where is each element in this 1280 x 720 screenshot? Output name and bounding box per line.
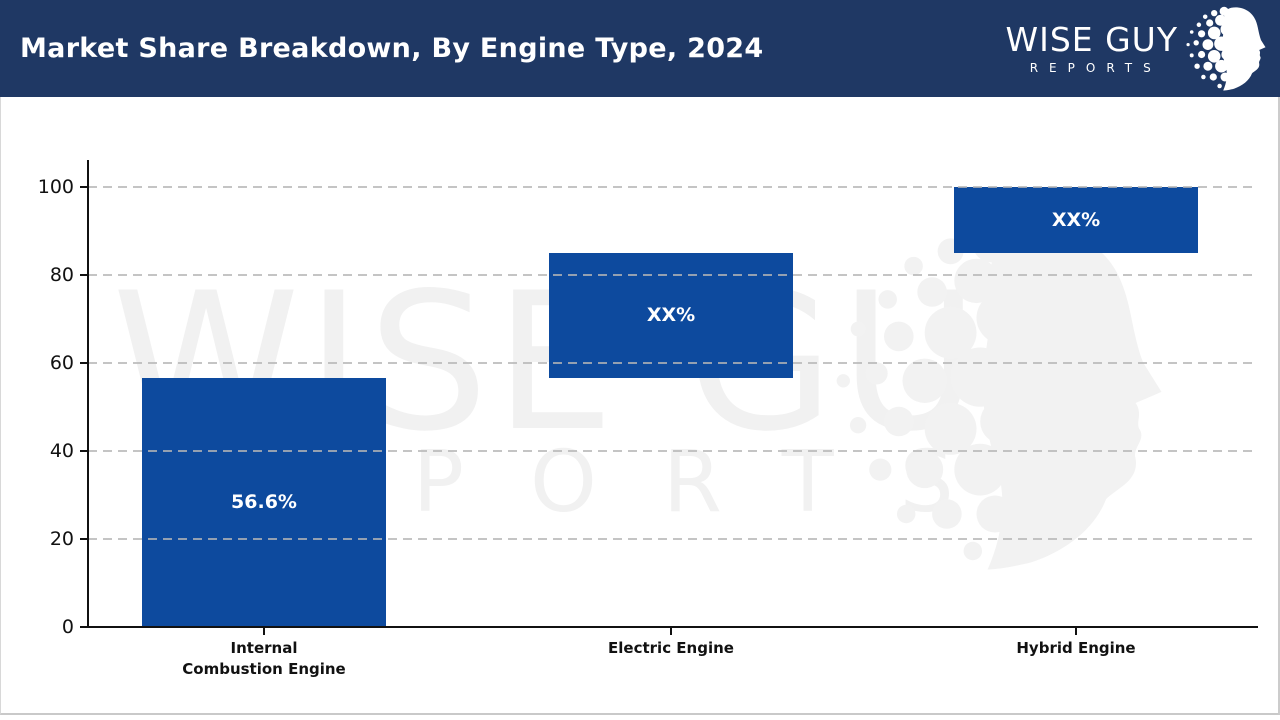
x-axis-tick — [670, 627, 672, 635]
y-axis-tick — [80, 626, 88, 628]
x-category-label-line: Combustion Engine — [182, 660, 346, 678]
bar-segment-3 — [954, 187, 1198, 253]
y-tick-label: 100 — [37, 176, 74, 198]
y-gridline — [88, 538, 1252, 540]
y-axis-tick — [80, 186, 88, 188]
bar-value-label: 56.6% — [231, 491, 297, 514]
x-axis-tick — [1075, 627, 1077, 635]
y-tick-label: 60 — [49, 352, 74, 374]
bar-segment-2 — [549, 253, 793, 378]
header-bar: Market Share Breakdown, By Engine Type, … — [0, 0, 1280, 97]
bar-value-label: XX% — [646, 304, 696, 327]
y-tick-label: 80 — [49, 264, 74, 286]
y-tick-label: 20 — [49, 528, 74, 550]
y-axis-tick — [80, 450, 88, 452]
x-category-label-line: Hybrid Engine — [1016, 639, 1136, 657]
y-axis-tick — [80, 362, 88, 364]
x-axis-line — [88, 626, 1258, 628]
x-axis-tick — [263, 627, 265, 635]
brand-logo: WISE GUY REPORTS — [1005, 3, 1270, 95]
x-category-label: Electric Engine — [511, 638, 831, 659]
y-gridline — [88, 450, 1252, 452]
x-category-label-line: Electric Engine — [608, 639, 734, 657]
bar-value-label: XX% — [1051, 209, 1101, 231]
y-gridline — [88, 274, 1252, 276]
page-title: Market Share Breakdown, By Engine Type, … — [20, 33, 764, 64]
y-gridline — [88, 186, 1252, 188]
bar-segment-1 — [142, 377, 386, 627]
y-axis-tick — [80, 538, 88, 540]
brand-logo-text: WISE GUY REPORTS — [1005, 23, 1178, 75]
y-tick-label: 0 — [61, 616, 74, 638]
y-axis-tick — [80, 274, 88, 276]
brand-wordmark: WISE GUY — [1005, 19, 1178, 59]
dotted-head-logo-icon — [1180, 5, 1270, 95]
x-category-label: Hybrid Engine — [916, 638, 1236, 659]
y-gridline — [88, 362, 1252, 364]
x-category-label-line: Internal — [230, 639, 298, 657]
y-axis-line — [87, 160, 89, 628]
brand-subtitle: REPORTS — [1029, 60, 1162, 75]
y-tick-label: 40 — [49, 440, 74, 462]
x-category-label: Internal Combustion Engine — [104, 638, 424, 680]
